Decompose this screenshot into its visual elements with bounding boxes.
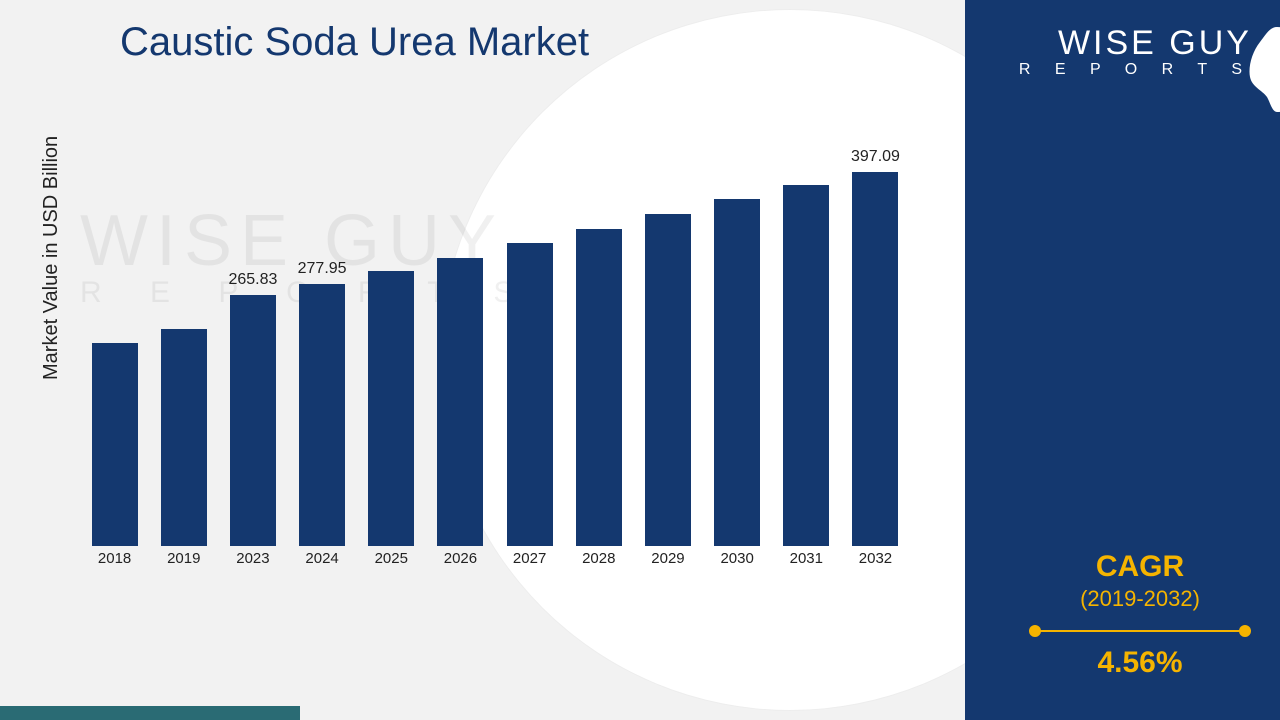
chart-title: Caustic Soda Urea Market — [120, 20, 589, 65]
bar-value-label: 277.95 — [298, 260, 347, 278]
x-tick-label: 2028 — [564, 546, 633, 570]
x-tick-label: 2024 — [288, 546, 357, 570]
x-tick-label: 2031 — [772, 546, 841, 570]
bar-chart: 265.83277.95397.09 201820192023202420252… — [80, 150, 910, 570]
bar — [92, 343, 138, 546]
bar — [161, 329, 207, 546]
x-tick-label: 2023 — [218, 546, 287, 570]
bottom-accent-strip — [0, 706, 300, 720]
bar-slot — [495, 243, 564, 546]
bar — [368, 271, 414, 546]
side-panel-content: WISE GUY R E P O R T S CAGR (2019-2032) … — [965, 0, 1280, 720]
bar-slot — [633, 214, 702, 546]
bar-slot — [564, 229, 633, 546]
bar-slot — [80, 343, 149, 546]
x-tick-label: 2030 — [703, 546, 772, 570]
bar: 397.09 — [852, 172, 898, 546]
x-tick-label: 2025 — [357, 546, 426, 570]
bar-slot — [703, 199, 772, 546]
bar-slot: 265.83 — [218, 295, 287, 546]
x-axis-labels: 2018201920232024202520262027202820292030… — [80, 546, 910, 570]
x-tick-label: 2027 — [495, 546, 564, 570]
x-tick-label: 2019 — [149, 546, 218, 570]
bars-container: 265.83 277.95 397.09 — [80, 150, 910, 546]
bar — [507, 243, 553, 546]
bar-slot — [426, 258, 495, 547]
bar-value-label: 397.09 — [851, 148, 900, 166]
x-tick-label: 2032 — [841, 546, 910, 570]
cagr-divider — [1035, 630, 1245, 632]
report-card: WISE GUY R E P O R T S CAGR (2019-2032) … — [0, 0, 1280, 720]
bar — [576, 229, 622, 546]
brand-logo: WISE GUY R E P O R T S — [1019, 24, 1252, 79]
bar — [437, 258, 483, 547]
bar-slot: 277.95 — [288, 284, 357, 546]
cagr-label: CAGR — [1000, 550, 1280, 584]
bar: 265.83 — [230, 295, 276, 546]
bar-slot: 397.09 — [841, 172, 910, 546]
y-axis-label: Market Value in USD Billion — [40, 136, 63, 380]
bar — [783, 185, 829, 546]
x-tick-label: 2026 — [426, 546, 495, 570]
x-tick-label: 2018 — [80, 546, 149, 570]
brand-head-icon — [1232, 22, 1280, 117]
cagr-block: CAGR (2019-2032) 4.56% — [1000, 550, 1280, 680]
bar — [645, 214, 691, 546]
bar-slot — [149, 329, 218, 546]
cagr-period: (2019-2032) — [1000, 586, 1280, 612]
brand-name-line1: WISE GUY — [1019, 24, 1252, 63]
bar: 277.95 — [299, 284, 345, 546]
bar-slot — [357, 271, 426, 546]
brand-name-line2: R E P O R T S — [1019, 61, 1252, 79]
bar-slot — [772, 185, 841, 546]
bar — [714, 199, 760, 546]
x-tick-label: 2029 — [633, 546, 702, 570]
bar-value-label: 265.83 — [228, 271, 277, 289]
cagr-value: 4.56% — [1000, 646, 1280, 680]
